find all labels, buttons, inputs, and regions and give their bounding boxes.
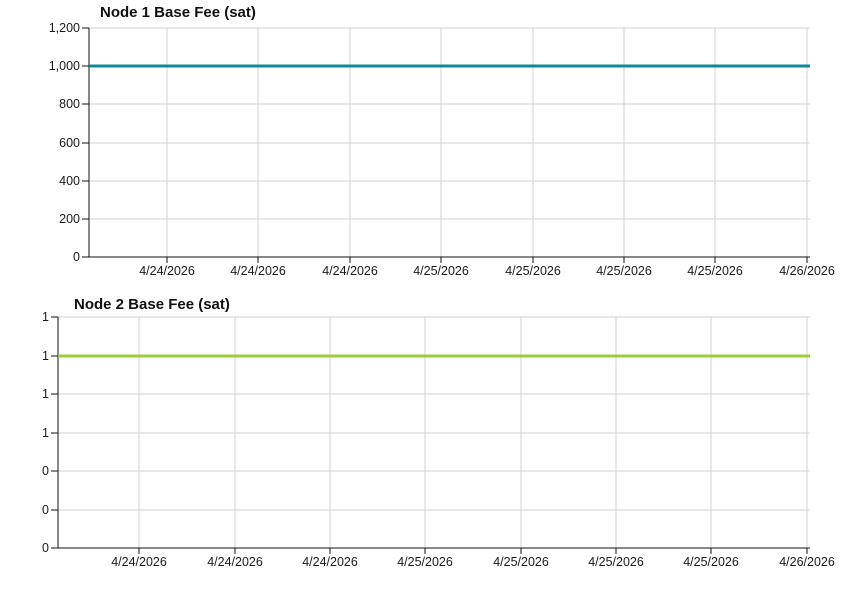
y-tick-label: 800 bbox=[59, 97, 80, 111]
x-tick-label: 4/25/2026 bbox=[588, 555, 644, 569]
y-tick-label: 0 bbox=[42, 541, 49, 555]
x-tick-label: 4/24/2026 bbox=[322, 264, 378, 278]
y-tick-label: 1,000 bbox=[48, 59, 80, 73]
x-tick-label: 4/24/2026 bbox=[139, 264, 195, 278]
x-tick-label: 4/25/2026 bbox=[596, 264, 652, 278]
x-tick-label: 4/26/2026 bbox=[779, 555, 835, 569]
y-tick-label: 1 bbox=[42, 349, 49, 363]
y-tick-label: 1,200 bbox=[48, 21, 80, 35]
x-tick-label: 4/25/2026 bbox=[687, 264, 743, 278]
x-tick-label: 4/24/2026 bbox=[302, 555, 358, 569]
x-tick-label: 4/24/2026 bbox=[111, 555, 167, 569]
y-tick-label: 1 bbox=[42, 426, 49, 440]
chart-title-node1: Node 1 Base Fee (sat) bbox=[100, 4, 256, 21]
chart-title-node2: Node 2 Base Fee (sat) bbox=[74, 296, 230, 313]
x-tick-label: 4/24/2026 bbox=[207, 555, 263, 569]
y-tick-label: 200 bbox=[59, 212, 80, 226]
y-tick-label: 0 bbox=[42, 503, 49, 517]
x-tick-label: 4/25/2026 bbox=[413, 264, 469, 278]
x-tick-label: 4/25/2026 bbox=[683, 555, 739, 569]
y-tick-label: 400 bbox=[59, 174, 80, 188]
y-tick-label: 1 bbox=[42, 310, 49, 324]
x-tick-label: 4/24/2026 bbox=[230, 264, 286, 278]
x-tick-label: 4/25/2026 bbox=[505, 264, 561, 278]
x-tick-label: 4/25/2026 bbox=[397, 555, 453, 569]
y-tick-label: 600 bbox=[59, 136, 80, 150]
y-tick-label: 0 bbox=[73, 250, 80, 264]
y-tick-label: 1 bbox=[42, 387, 49, 401]
x-tick-label: 4/26/2026 bbox=[779, 264, 835, 278]
x-tick-label: 4/25/2026 bbox=[493, 555, 549, 569]
y-tick-label: 0 bbox=[42, 464, 49, 478]
